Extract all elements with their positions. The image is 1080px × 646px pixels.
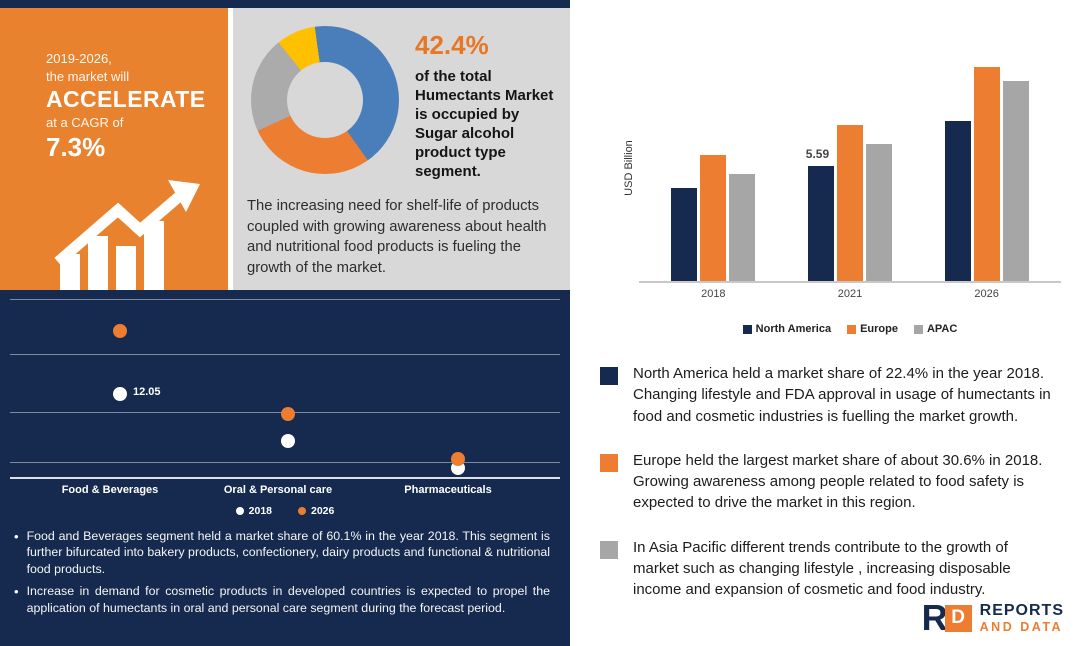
bar-legend-swatch xyxy=(913,324,923,334)
insight-apac: In Asia Pacific different trends contrib… xyxy=(600,537,1054,601)
dot-legend-label: 2018 xyxy=(248,505,272,517)
insight-north-america: North America held a market share of 22.… xyxy=(600,363,1054,427)
x-axis-line xyxy=(639,281,1061,283)
donut-row: 42.4% of the total Humectants Market is … xyxy=(245,18,560,181)
market-driver-text: The increasing need for shelf-life of pr… xyxy=(247,198,547,276)
bar-legend-swatch xyxy=(742,324,752,334)
segment-panel: 12.05 Food & Beverages Oral & Personal ca… xyxy=(0,290,570,646)
product-type-section: 42.4% of the total Humectants Market is … xyxy=(233,8,570,290)
bar-apac-2018 xyxy=(729,174,756,283)
dot-2026-3 xyxy=(451,452,465,467)
apac-swatch xyxy=(600,540,618,559)
donut-headline-pct: 42.4% xyxy=(415,30,489,60)
north-america-swatch xyxy=(600,367,618,385)
growth-chart-icon xyxy=(54,180,200,297)
bar-group-2018 xyxy=(671,155,756,283)
dot-legend-label: 2026 xyxy=(311,505,335,517)
donut-chart xyxy=(251,26,399,174)
logo-mark-icon: R D xyxy=(922,600,972,636)
gridline xyxy=(10,354,560,355)
logo-text: REPORTS AND DATA xyxy=(980,602,1064,635)
bar-x-tick: 2026 xyxy=(974,288,999,300)
insight-text: Europe held the largest market share of … xyxy=(633,451,1043,512)
cagr-years: 2019-2026, xyxy=(46,51,112,66)
cagr-accelerate: ACCELERATE xyxy=(46,86,206,113)
regional-bar-chart: USD Billion 5.59 2018 2021 2026 North Amer… xyxy=(570,0,1080,335)
donut-headline-text: of the total Humectants Market is occupi… xyxy=(415,68,554,181)
bullet-marker: • xyxy=(14,584,19,600)
segment-bullet-text: Food and Beverages segment held a market… xyxy=(26,529,550,576)
bar-north-america-2018 xyxy=(671,188,698,283)
bar-apac-2021 xyxy=(865,144,892,283)
dot-2026-2 xyxy=(281,407,295,422)
dot-value-label: 12.05 xyxy=(133,386,161,399)
cagr-line4: at a CAGR of xyxy=(46,114,124,130)
bar-x-tick: 2018 xyxy=(701,288,726,300)
bar-legend: North America Europe APAC xyxy=(645,323,1055,335)
segment-bullet-1: • Food and Beverages segment held a mark… xyxy=(14,528,550,577)
insight-europe: Europe held the largest market share of … xyxy=(600,450,1054,514)
cagr-line2: the market will xyxy=(46,68,130,84)
bar-apac-2026 xyxy=(1002,81,1029,283)
bar-groups: 5.59 xyxy=(645,48,1055,283)
dot-legend-swatch xyxy=(298,507,306,515)
reports-and-data-logo: R D REPORTS AND DATA xyxy=(922,600,1064,636)
dot-category-label: Oral & Personal care xyxy=(223,484,333,496)
bar-value-label: 5.59 xyxy=(805,147,830,161)
dot-2018-2 xyxy=(281,433,295,448)
segment-bullet-text: Increase in demand for cosmetic products… xyxy=(26,584,550,615)
dot-category-label: Pharmaceuticals xyxy=(404,484,492,496)
regional-insights: North America held a market share of 22.… xyxy=(570,335,1080,601)
insight-text: In Asia Pacific different trends contrib… xyxy=(633,538,1011,599)
bar-north-america-2026 xyxy=(944,121,971,283)
segment-bullets: • Food and Beverages segment held a mark… xyxy=(14,528,550,616)
segment-bullet-2: • Increase in demand for cosmetic produc… xyxy=(14,583,550,616)
logo-line1: REPORTS xyxy=(979,601,1064,619)
bar-x-tick: 2021 xyxy=(837,288,863,300)
dot-cats: Food & Beverages Oral & Personal care Phar… xyxy=(0,484,570,498)
cagr-callout: 2019-2026, the market will ACCELERATE at… xyxy=(0,8,228,297)
gridline xyxy=(10,299,560,300)
dot-legend-swatch xyxy=(235,507,244,515)
gridline xyxy=(10,462,560,463)
bar-europe-2026 xyxy=(973,67,1000,283)
bar-legend-item: North America xyxy=(742,323,832,335)
bullet-marker: • xyxy=(14,529,19,544)
dot-plot: 12.05 xyxy=(10,294,560,479)
dot-2018-1 xyxy=(113,387,127,402)
bar-legend-label: North America xyxy=(755,323,832,335)
bar-x-labels: 2018 2021 2026 xyxy=(645,288,1055,300)
dot-2026-1 xyxy=(113,323,127,338)
bar-legend-swatch xyxy=(847,324,857,334)
bar-group-2026 xyxy=(944,67,1029,283)
bar-north-america-2021: 5.59 xyxy=(806,147,834,283)
europe-swatch xyxy=(600,453,618,472)
bar-group-2021: 5.59 xyxy=(806,125,892,283)
insight-text: North America held a market share of 22.… xyxy=(633,365,1051,425)
dot-legend-item: 2018 xyxy=(235,505,272,517)
y-axis-label: USD Billion xyxy=(623,140,635,196)
bar-plot: 5.59 xyxy=(639,48,1061,283)
bar-legend-item: APAC xyxy=(913,323,958,335)
bar-legend-item: Europe xyxy=(847,323,898,335)
bar-legend-label: APAC xyxy=(926,323,958,335)
bar-europe-2018 xyxy=(700,155,727,283)
logo-line2: AND DATA xyxy=(979,620,1064,634)
dot-legend-item: 2026 xyxy=(298,505,334,517)
dot-category-label: Food & Beverages xyxy=(61,484,159,496)
top-accent-strip xyxy=(0,0,570,8)
bar-europe-2021 xyxy=(836,125,863,283)
regional-section: USD Billion 5.59 2018 2021 2026 North Amer… xyxy=(570,0,1080,646)
logo-d: D xyxy=(944,604,972,632)
logo-r: R xyxy=(921,597,948,638)
cagr-value: 7.3% xyxy=(46,132,106,163)
donut-headline: 42.4% of the total Humectants Market is … xyxy=(415,30,560,181)
dot-legend: 2018 2026 xyxy=(0,505,570,517)
bar-legend-label: Europe xyxy=(860,323,898,335)
